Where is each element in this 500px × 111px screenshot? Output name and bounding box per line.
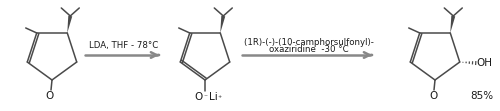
Text: oxaziridine  -30 °C: oxaziridine -30 °C	[268, 46, 348, 55]
Text: 85%: 85%	[470, 91, 493, 101]
Text: (1R)-(-)-​(10-camphorsulfonyl)-: (1R)-(-)-​(10-camphorsulfonyl)-	[244, 38, 374, 47]
Text: Li: Li	[209, 92, 218, 102]
Polygon shape	[220, 16, 226, 33]
Polygon shape	[68, 16, 72, 33]
Text: ⁻: ⁻	[203, 92, 207, 101]
Text: O: O	[429, 91, 437, 101]
Text: O: O	[195, 92, 203, 102]
Text: ⁺: ⁺	[217, 94, 221, 103]
Polygon shape	[450, 16, 456, 33]
Text: O: O	[46, 91, 54, 101]
Text: LDA, THF - 78°C: LDA, THF - 78°C	[89, 41, 158, 50]
Text: OH: OH	[476, 58, 492, 68]
